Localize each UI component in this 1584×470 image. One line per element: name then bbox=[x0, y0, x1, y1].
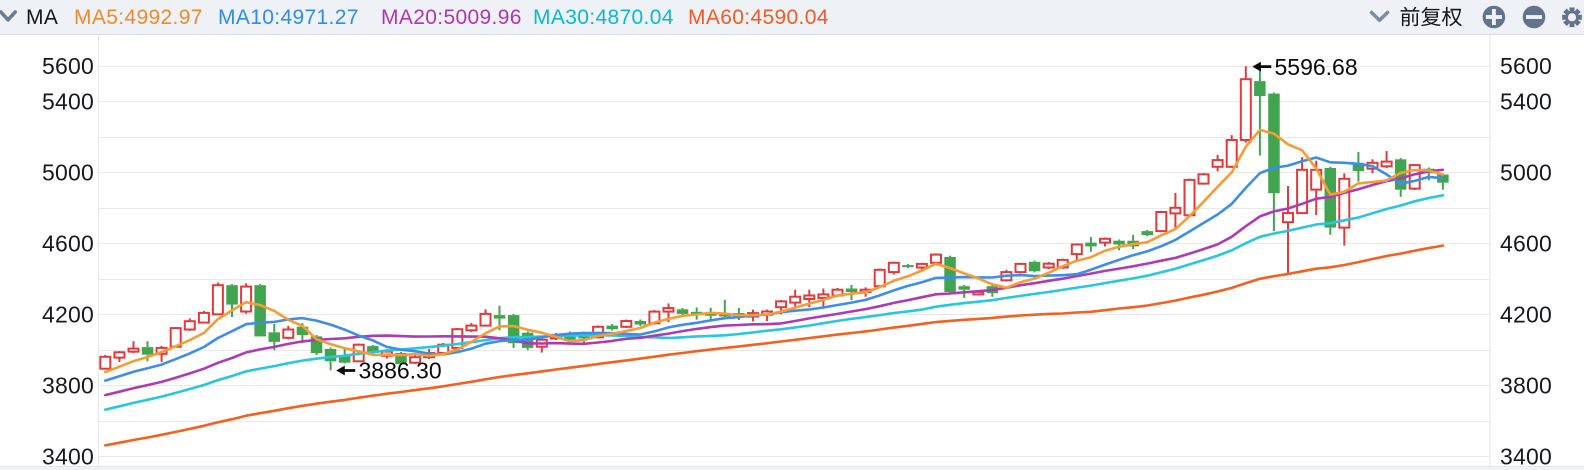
svg-text:5600: 5600 bbox=[42, 53, 94, 79]
svg-text:5596.68: 5596.68 bbox=[1275, 54, 1358, 80]
svg-text:4200: 4200 bbox=[42, 302, 94, 328]
svg-text:5400: 5400 bbox=[1500, 89, 1552, 115]
svg-text:3400: 3400 bbox=[42, 444, 94, 470]
svg-text:5600: 5600 bbox=[1500, 53, 1552, 79]
svg-text:3400: 3400 bbox=[1500, 444, 1552, 470]
svg-text:4600: 4600 bbox=[42, 231, 94, 257]
svg-text:5000: 5000 bbox=[42, 160, 94, 186]
svg-text:5400: 5400 bbox=[42, 89, 94, 115]
svg-text:3800: 3800 bbox=[1500, 373, 1552, 399]
svg-text:4200: 4200 bbox=[1500, 302, 1552, 328]
svg-text:5000: 5000 bbox=[1500, 160, 1552, 186]
svg-text:3886.30: 3886.30 bbox=[359, 358, 442, 384]
svg-text:3800: 3800 bbox=[42, 373, 94, 399]
svg-text:4600: 4600 bbox=[1500, 231, 1552, 257]
